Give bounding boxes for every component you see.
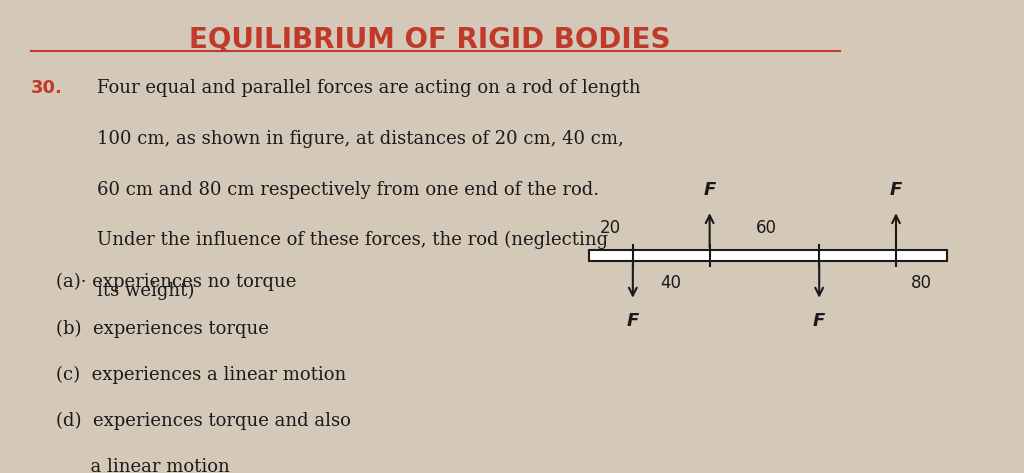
Text: 30.: 30. <box>31 79 62 97</box>
Text: EQUILIBRIUM OF RIGID BODIES: EQUILIBRIUM OF RIGID BODIES <box>189 26 671 54</box>
Text: F: F <box>703 181 716 199</box>
Text: Under the influence of these forces, the rod (neglecting: Under the influence of these forces, the… <box>97 231 608 249</box>
Text: (b)  experiences torque: (b) experiences torque <box>56 319 269 338</box>
Text: a linear motion: a linear motion <box>56 458 230 473</box>
Text: F: F <box>890 181 902 199</box>
FancyBboxPatch shape <box>589 250 947 261</box>
Text: 100 cm, as shown in figure, at distances of 20 cm, 40 cm,: 100 cm, as shown in figure, at distances… <box>97 130 624 148</box>
Text: F: F <box>627 312 639 330</box>
Text: its weight): its weight) <box>97 282 195 300</box>
Text: 60 cm and 80 cm respectively from one end of the rod.: 60 cm and 80 cm respectively from one en… <box>97 181 599 199</box>
Text: Four equal and parallel forces are acting on a rod of length: Four equal and parallel forces are actin… <box>97 79 641 97</box>
Text: (c)  experiences a linear motion: (c) experiences a linear motion <box>56 366 346 384</box>
Text: 20: 20 <box>600 219 621 236</box>
Text: (d)  experiences torque and also: (d) experiences torque and also <box>56 412 351 430</box>
Text: F: F <box>813 312 825 330</box>
Text: 40: 40 <box>660 274 681 292</box>
Text: 80: 80 <box>911 274 932 292</box>
Text: (a)· experiences no torque: (a)· experiences no torque <box>56 273 297 291</box>
Text: 60: 60 <box>756 219 776 236</box>
